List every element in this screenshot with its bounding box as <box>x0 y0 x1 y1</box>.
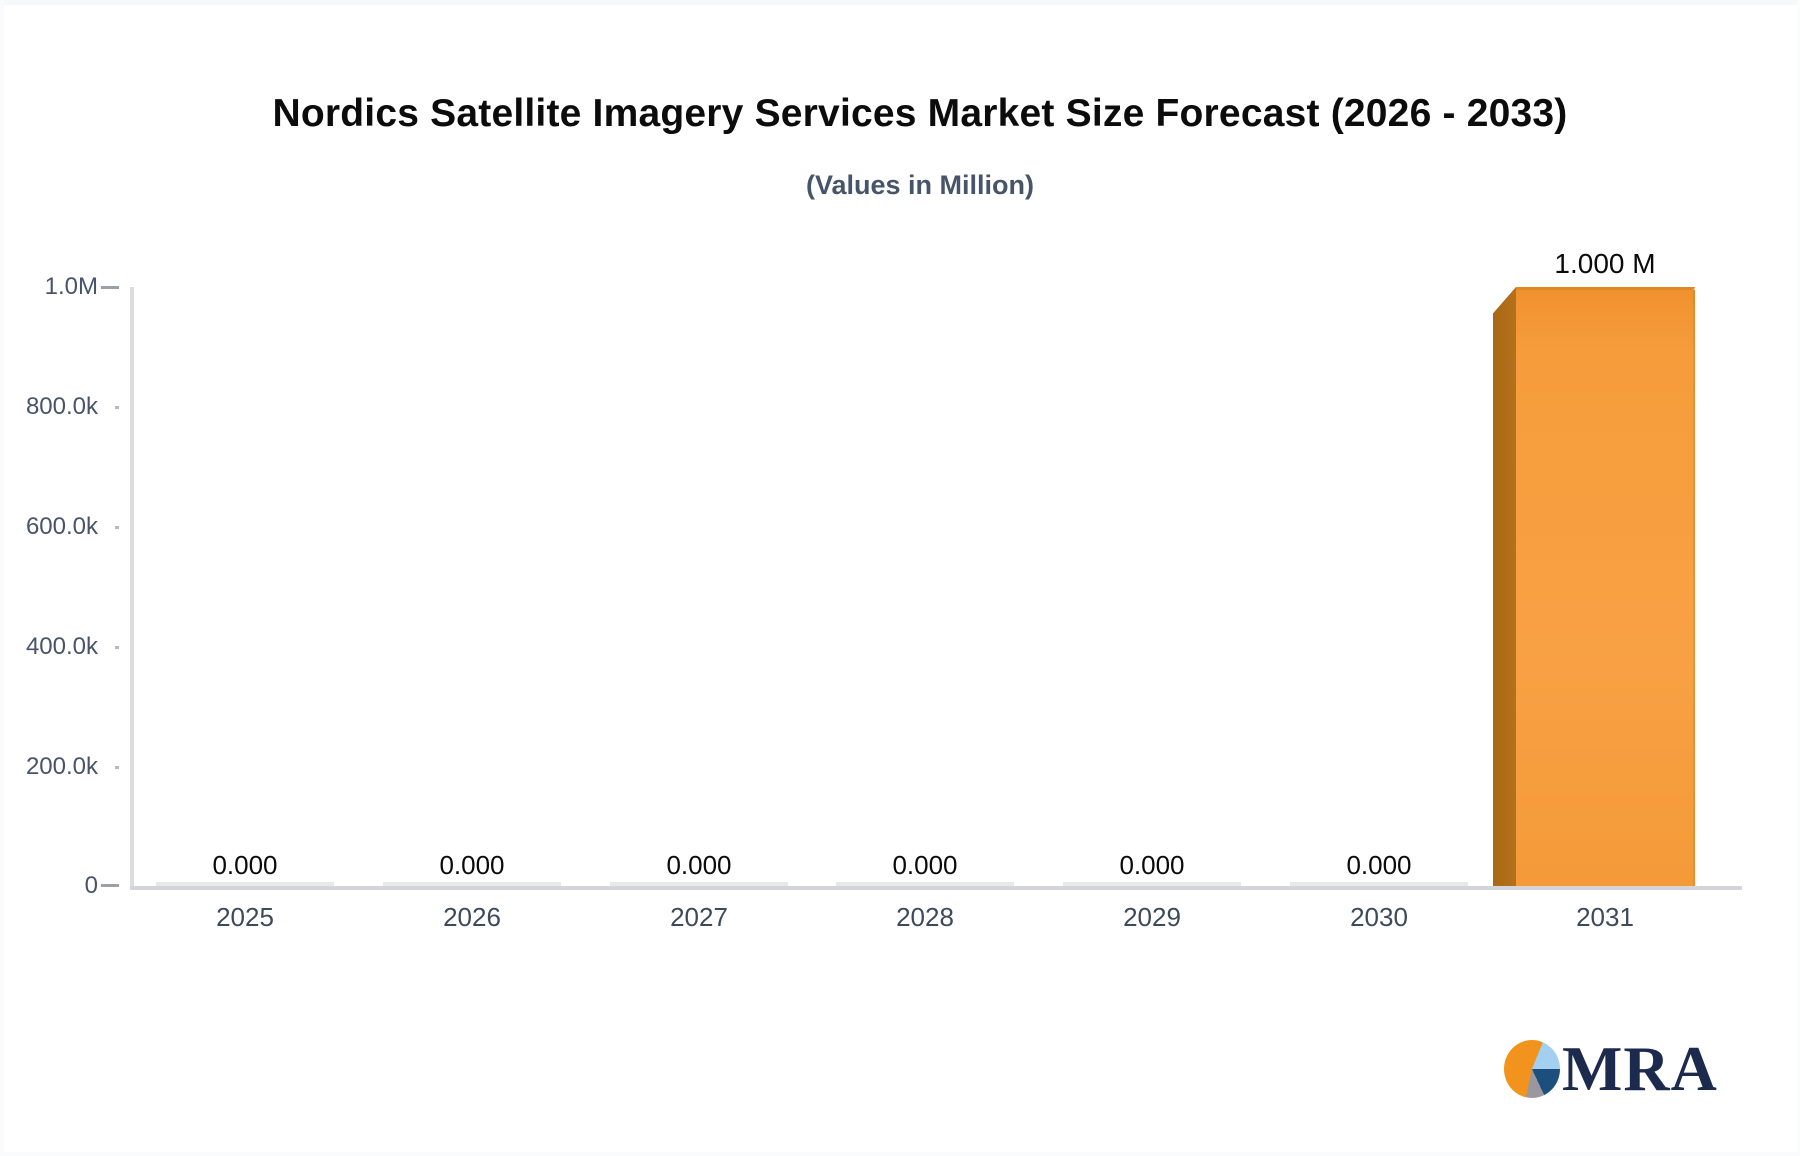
bar-column-2029: 0.000 2029 <box>1037 840 1267 950</box>
bar-2027[interactable] <box>610 882 788 886</box>
x-axis-label-2028: 2028 <box>896 902 954 932</box>
chart-title: Nordics Satellite Imagery Services Marke… <box>272 92 1568 135</box>
bar-value-label: 0.000 <box>439 850 505 880</box>
mra-logo-text: MRA <box>1562 1033 1718 1104</box>
x-axis-label-2031: 2031 <box>1576 902 1634 932</box>
x-axis-label-2026: 2026 <box>443 902 501 932</box>
bar-2028[interactable] <box>836 882 1014 886</box>
bar-2031-side-face <box>1493 287 1516 886</box>
bar-column-2031: 2031 <box>1490 840 1720 950</box>
bar-value-label: 0.000 <box>892 850 958 880</box>
y-tick-mark-800k <box>115 406 119 409</box>
bar-column-2030: 0.000 2030 <box>1264 840 1494 950</box>
y-tick-label-1m: 1.0M <box>44 273 98 300</box>
bar-2026[interactable] <box>383 882 561 886</box>
page-edge-right <box>1797 0 1800 1156</box>
y-tick-label-800k: 800.0k <box>25 393 98 420</box>
bar-2031[interactable] <box>1516 287 1695 886</box>
bar-column-2026: 0.000 2026 <box>357 840 587 950</box>
bar-column-2028: 0.000 2028 <box>810 840 1040 950</box>
y-tick-label-200k: 200.0k <box>25 753 98 780</box>
bar-column-2025: 0.000 2025 <box>130 840 360 950</box>
bar-2030[interactable] <box>1290 882 1468 886</box>
page-edge-top <box>0 0 1800 5</box>
page-edge-left <box>0 0 4 1156</box>
y-tick-mark-600k <box>115 526 119 529</box>
y-tick-mark-1m <box>101 286 119 289</box>
bar-value-label-2031: 1.000 M <box>1554 248 1656 279</box>
y-axis-line <box>130 287 134 889</box>
y-tick-label-400k: 400.0k <box>25 633 98 660</box>
mra-logo: MRA <box>1504 1033 1718 1104</box>
y-tick-mark-400k <box>115 646 119 649</box>
bar-column-2027: 0.000 2027 <box>584 840 814 950</box>
x-axis-label-2030: 2030 <box>1350 902 1408 932</box>
page-edge-bottom <box>0 1152 1800 1156</box>
y-tick-mark-0 <box>101 884 119 887</box>
chart-subtitle: (Values in Million) <box>805 170 1035 200</box>
x-axis-line <box>130 886 1742 890</box>
x-axis-label-2027: 2027 <box>670 902 728 932</box>
y-tick-label-0: 0 <box>84 872 98 899</box>
bar-2025[interactable] <box>156 882 334 886</box>
x-axis-label-2029: 2029 <box>1123 902 1181 932</box>
y-tick-mark-200k <box>115 766 119 769</box>
x-axis-label-2025: 2025 <box>216 902 274 932</box>
bar-value-label: 0.000 <box>1119 850 1185 880</box>
bar-value-label: 0.000 <box>666 850 732 880</box>
mra-pie-chart-icon <box>1504 1040 1560 1098</box>
bar-2029[interactable] <box>1063 882 1241 886</box>
bar-value-label: 0.000 <box>1346 850 1412 880</box>
bar-value-label: 0.000 <box>212 850 278 880</box>
y-tick-label-600k: 600.0k <box>25 513 98 540</box>
